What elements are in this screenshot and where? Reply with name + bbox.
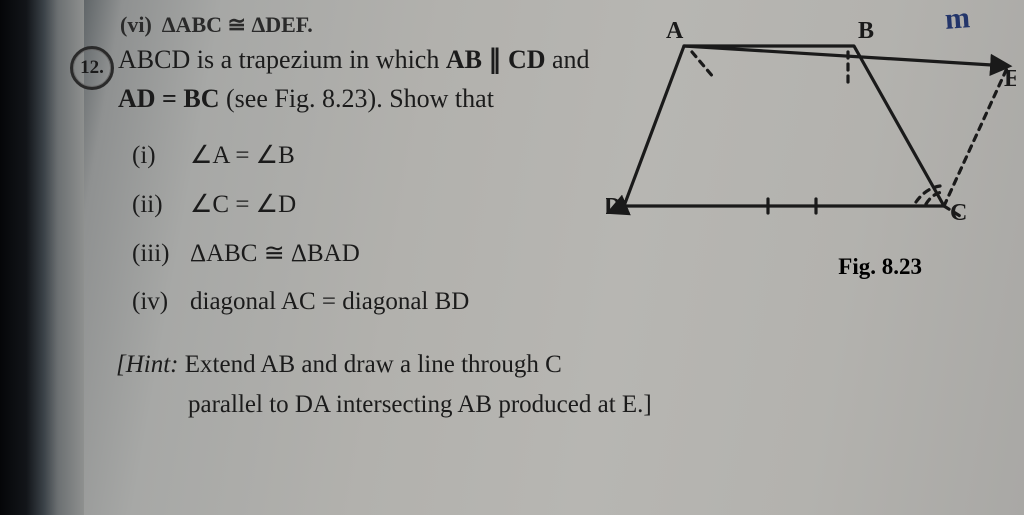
q-line1-a: ABCD is a trapezium in which [118,45,446,74]
list-item: (iv) diagonal AC = diagonal BD [132,278,1006,327]
hint-block: [Hint: Extend AB and draw a line through… [70,345,1006,425]
question-text: ABCD is a trapezium in which AB ∥ CD and… [118,40,590,118]
figure-8-23: A B C D E [606,6,1016,251]
figure-caption: Fig. 8.23 [838,254,922,280]
hint-line1: Extend AB and draw a line through C [179,351,562,378]
svg-text:D: D [606,194,621,220]
item-label: (iii) [132,230,176,279]
q-line2-b: (see Fig. 8.23). Show that [220,84,494,113]
q-line1-c: and [546,45,590,74]
svg-text:B: B [858,18,874,44]
q-line2-a: AD = BC [118,84,220,113]
item-text: ∠A = ∠B [190,132,295,181]
svg-text:C: C [950,200,967,226]
item-text: ∠C = ∠D [190,181,296,230]
book-spine-shadow [0,0,44,515]
question-number-badge: 12. [70,46,114,90]
svg-text:A: A [666,18,684,44]
hint-line2: parallel to DA intersecting AB produced … [116,385,1006,425]
prev-item-text: ΔABC ≅ ΔDEF. [162,12,313,38]
svg-text:E: E [1004,66,1016,92]
item-label: (ii) [132,181,176,230]
item-text: ΔABC ≅ ΔBAD [190,230,360,279]
question-number: 12. [70,46,114,90]
handwritten-scribble: m [944,1,971,37]
item-text: diagonal AC = diagonal BD [190,278,469,327]
prev-item-label: (vi) [120,12,152,38]
item-label: (iv) [132,278,176,327]
hint-lead: [Hint: [116,351,179,378]
trapezium-diagram: A B C D E [606,6,1016,251]
item-label: (i) [132,132,176,181]
q-line1-b: AB ∥ CD [446,45,546,74]
